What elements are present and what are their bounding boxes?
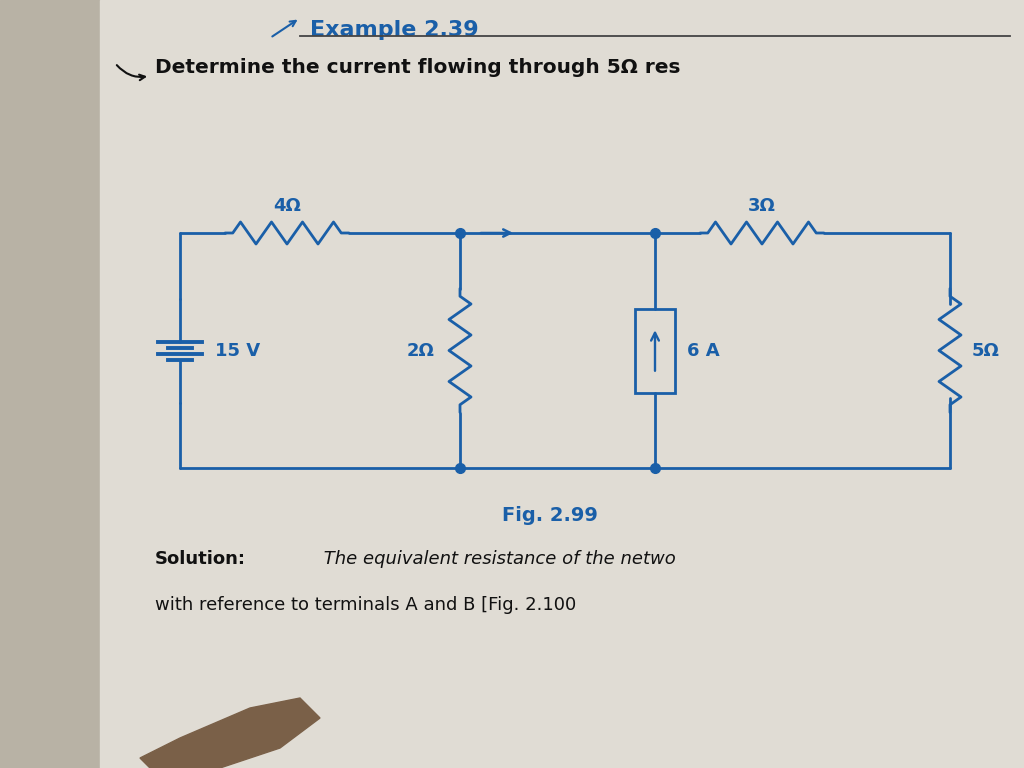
Text: Example 2.39: Example 2.39 (310, 20, 478, 40)
Bar (0, 0, 120, 768)
Polygon shape (140, 698, 319, 768)
Text: 6 A: 6 A (687, 342, 720, 359)
Text: The equivalent resistance of the netwo: The equivalent resistance of the netwo (318, 550, 676, 568)
Text: 4Ω: 4Ω (273, 197, 301, 215)
Text: Determine the current flowing through 5Ω res: Determine the current flowing through 5Ω… (155, 58, 681, 77)
Text: 2Ω: 2Ω (408, 342, 435, 359)
Text: with reference to terminals A and B [Fig. 2.100: with reference to terminals A and B [Fig… (155, 596, 577, 614)
Text: Solution:: Solution: (155, 550, 246, 568)
Text: 15 V: 15 V (215, 342, 260, 359)
Text: Fig. 2.99: Fig. 2.99 (502, 506, 598, 525)
Text: 5Ω: 5Ω (972, 342, 999, 359)
Bar (635, 309, 675, 392)
Text: 3Ω: 3Ω (749, 197, 776, 215)
